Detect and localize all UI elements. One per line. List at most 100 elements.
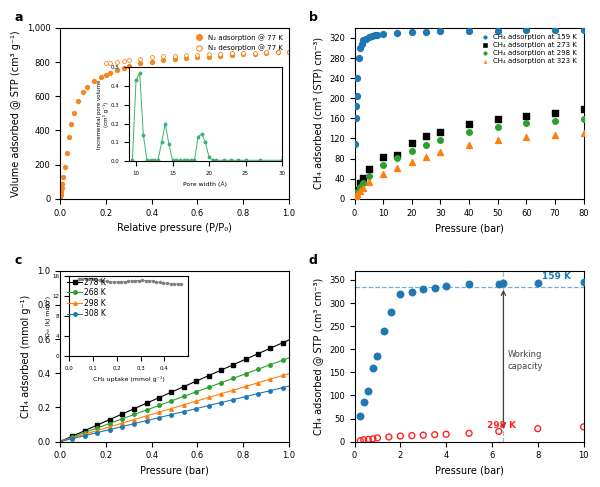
- Text: d: d: [309, 254, 317, 267]
- 308 K: [69, 436, 76, 442]
- Point: [464, 280, 474, 288]
- Point: [493, 115, 502, 123]
- 278 K: [155, 395, 163, 401]
- Point: [407, 29, 416, 37]
- Point: [418, 431, 428, 439]
- 298 K: [155, 409, 163, 415]
- 308 K: [187, 407, 194, 413]
- 268 K: [88, 428, 95, 433]
- Point: [464, 141, 474, 149]
- Point: [364, 165, 374, 172]
- 278 K: [217, 367, 224, 373]
- 268 K: [273, 359, 280, 365]
- Point: [392, 164, 402, 171]
- 298 K: [88, 430, 95, 435]
- 308 K: [125, 422, 132, 428]
- 308 K: [236, 395, 243, 401]
- Point: [464, 128, 474, 136]
- 278 K: [260, 348, 268, 354]
- Point: [367, 33, 377, 40]
- Text: b: b: [309, 11, 317, 24]
- Point: [355, 183, 365, 191]
- 298 K: [81, 431, 88, 437]
- 298 K: [62, 437, 70, 443]
- 268 K: [217, 380, 224, 386]
- 308 K: [88, 431, 95, 437]
- Point: [352, 191, 361, 199]
- Point: [430, 284, 440, 292]
- Point: [352, 92, 362, 100]
- Point: [550, 117, 560, 125]
- X-axis label: Pressure (bar): Pressure (bar): [434, 466, 503, 476]
- 278 K: [125, 409, 132, 414]
- Point: [364, 435, 373, 443]
- 268 K: [180, 393, 187, 399]
- Point: [359, 436, 368, 444]
- Point: [550, 27, 560, 35]
- 298 K: [118, 420, 125, 426]
- Point: [442, 431, 451, 438]
- Point: [355, 187, 365, 195]
- Point: [355, 44, 365, 52]
- 308 K: [155, 414, 163, 420]
- 268 K: [81, 430, 88, 435]
- Point: [421, 153, 431, 161]
- 308 K: [149, 416, 157, 422]
- 278 K: [193, 378, 200, 384]
- 278 K: [211, 370, 218, 376]
- 298 K: [131, 417, 138, 423]
- 278 K: [69, 433, 76, 439]
- Line: 298 K: 298 K: [58, 372, 291, 443]
- 308 K: [193, 406, 200, 412]
- Point: [364, 172, 374, 180]
- Point: [533, 425, 542, 432]
- Y-axis label: Volume adsorbed @ STP (cm³ g⁻¹): Volume adsorbed @ STP (cm³ g⁻¹): [11, 30, 21, 197]
- Point: [357, 40, 367, 48]
- Text: Working
capacity: Working capacity: [508, 350, 544, 371]
- 278 K: [254, 351, 262, 356]
- Point: [579, 106, 589, 113]
- Text: 159 K: 159 K: [542, 272, 571, 281]
- 268 K: [62, 436, 70, 442]
- 278 K: [149, 397, 157, 403]
- 278 K: [118, 411, 125, 417]
- Point: [579, 130, 589, 137]
- 298 K: [168, 406, 175, 412]
- 268 K: [94, 425, 101, 431]
- Point: [579, 423, 589, 431]
- Point: [370, 32, 379, 39]
- 308 K: [143, 418, 150, 424]
- 298 K: [254, 380, 262, 386]
- Y-axis label: CH₄ adsorbed @ STP (cm³ cm⁻³): CH₄ adsorbed @ STP (cm³ cm⁻³): [313, 278, 323, 435]
- 268 K: [205, 384, 212, 390]
- Text: 298 K: 298 K: [487, 421, 517, 430]
- 278 K: [56, 439, 64, 445]
- 268 K: [143, 407, 150, 413]
- 278 K: [62, 436, 70, 442]
- Point: [355, 412, 365, 420]
- Point: [550, 131, 560, 139]
- 308 K: [56, 439, 64, 445]
- 268 K: [230, 375, 237, 381]
- 268 K: [75, 432, 82, 438]
- 268 K: [149, 405, 157, 411]
- Point: [368, 364, 377, 372]
- 278 K: [100, 419, 107, 425]
- 308 K: [180, 409, 187, 414]
- 298 K: [273, 375, 280, 380]
- Point: [533, 279, 542, 287]
- Point: [386, 308, 396, 316]
- 268 K: [254, 366, 262, 372]
- Point: [353, 75, 362, 82]
- 298 K: [224, 389, 231, 395]
- Point: [421, 141, 431, 149]
- Point: [354, 54, 364, 62]
- Point: [352, 190, 361, 198]
- 278 K: [94, 422, 101, 428]
- Point: [579, 26, 589, 34]
- 268 K: [248, 369, 256, 375]
- Point: [380, 327, 389, 335]
- Point: [358, 184, 368, 192]
- Point: [379, 161, 388, 169]
- Point: [579, 279, 589, 286]
